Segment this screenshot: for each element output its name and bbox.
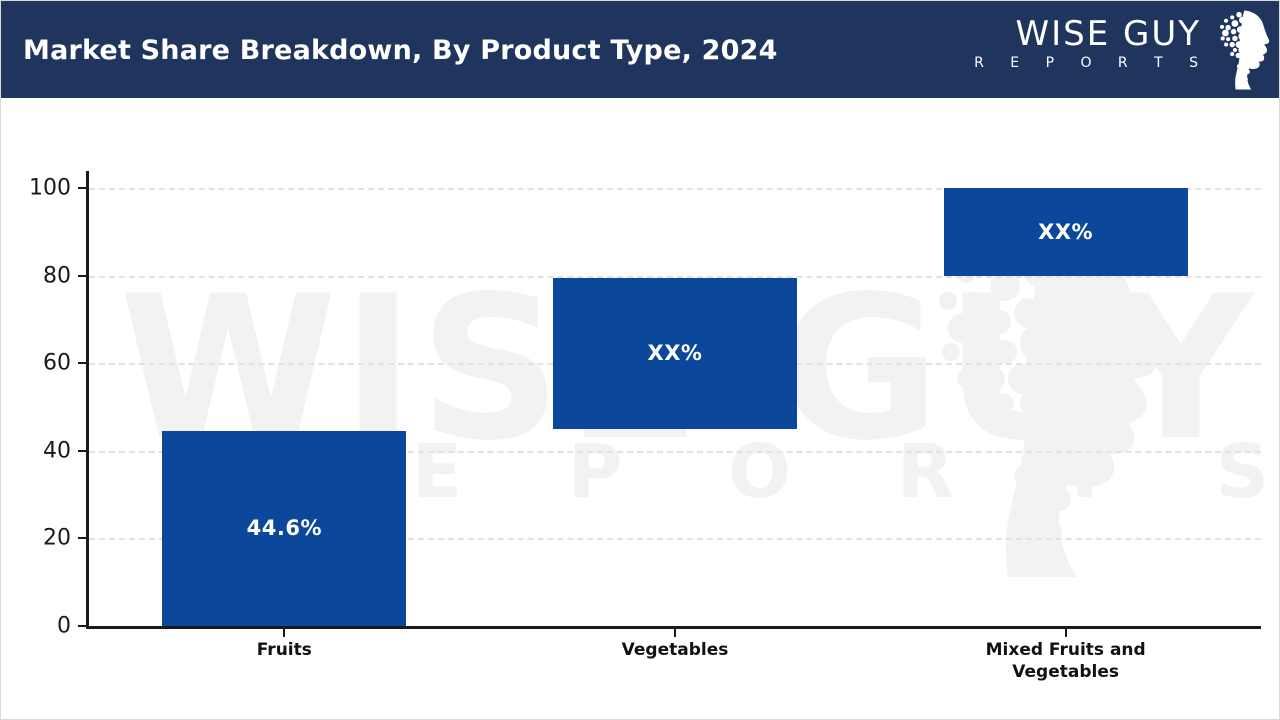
brand-subtitle: R E P O R T S [974, 55, 1209, 71]
bar-segment: XX% [553, 277, 797, 429]
gridline [89, 538, 1261, 541]
page-title: Market Share Breakdown, By Product Type,… [23, 35, 778, 66]
bar-segment: XX% [943, 188, 1188, 276]
brand-logo: WISE GUY R E P O R T S [974, 15, 1201, 71]
y-axis-tick-label: 40 [43, 438, 71, 464]
header-bar: Market Share Breakdown, By Product Type,… [1, 1, 1279, 98]
bar-segment: 44.6% [162, 430, 407, 626]
y-axis-tick-mark [78, 537, 86, 540]
x-axis-category-label: Vegetables [621, 640, 729, 660]
x-axis-tick-mark [283, 629, 286, 637]
y-axis-tick-label: 60 [43, 350, 71, 376]
bar-value-label: XX% [647, 341, 703, 366]
brand-head-icon [1219, 10, 1270, 90]
y-axis-tick-label: 100 [29, 175, 71, 201]
brand-name: WISE GUY [1015, 14, 1201, 54]
y-axis-tick-mark [78, 449, 86, 452]
y-axis-tick-mark [78, 625, 86, 627]
gridline [89, 450, 1261, 453]
x-axis-category-label: Fruits [256, 640, 312, 660]
x-axis-tick-mark [674, 629, 676, 637]
x-axis-category-label: Mixed Fruits and Vegetables [985, 640, 1146, 683]
y-axis-tick-mark [78, 274, 86, 277]
y-axis-tick-label: 80 [43, 263, 71, 289]
y-axis-tick-label: 0 [57, 613, 71, 639]
y-axis-tick-mark [78, 362, 86, 365]
plot-area: 0 20 40 60 80 100 44.6% Fruits XX% Vegetables XX% M… [29, 171, 1261, 682]
bar-value-label: 44.6% [246, 516, 322, 541]
gridline [89, 275, 1261, 278]
y-axis-tick-mark [78, 187, 86, 189]
gridline [89, 188, 1261, 190]
y-axis-tick-label: 20 [43, 525, 71, 551]
x-axis-tick-mark [1064, 629, 1067, 637]
bar-value-label: XX% [1038, 219, 1094, 244]
